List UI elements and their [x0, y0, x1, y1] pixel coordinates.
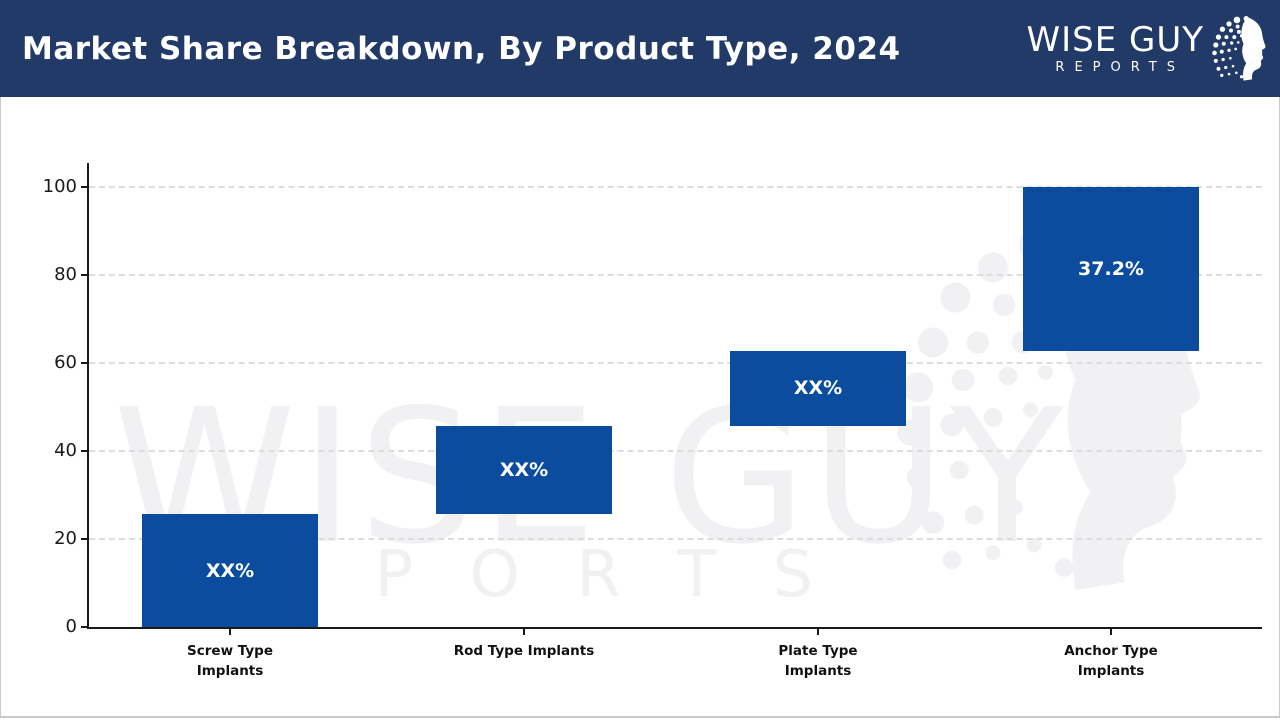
y-tick-100: [81, 186, 89, 189]
x-category-label: Plate Type Implants: [778, 643, 858, 680]
x-axis: [87, 627, 1262, 629]
bar-value-label: XX%: [499, 459, 549, 482]
y-tick-label-40: 40: [54, 440, 77, 462]
bar-0: XX%: [142, 514, 318, 627]
x-tick-0: [229, 629, 231, 635]
dot-face-icon: [1212, 15, 1266, 81]
y-tick-label-80: 80: [54, 264, 77, 286]
x-tick-3: [1110, 629, 1112, 635]
y-tick-20: [81, 538, 89, 541]
bar-2: XX%: [730, 350, 906, 426]
x-tick-1: [523, 629, 525, 635]
y-tick-0: [81, 626, 89, 628]
brand-name: WISE GUY: [1026, 20, 1204, 60]
bar-3: 37.2%: [1023, 187, 1199, 351]
x-category-label: Anchor Type Implants: [1064, 643, 1158, 680]
gridline-100: [89, 186, 1262, 189]
x-tick-2: [817, 629, 819, 635]
y-tick-label-20: 20: [54, 528, 77, 550]
brand-logo-text: WISE GUY REPORTS: [1026, 23, 1204, 74]
bar-value-label: XX%: [205, 559, 255, 582]
brand-logo: WISE GUY REPORTS: [1026, 9, 1266, 89]
brand-subtitle: REPORTS: [1055, 60, 1186, 75]
header-band: Market Share Breakdown, By Product Type,…: [0, 0, 1280, 97]
y-tick-60: [81, 362, 89, 365]
gridline-60: [89, 362, 1262, 365]
bar-value-label: 37.2%: [1078, 258, 1144, 281]
y-tick-40: [81, 450, 89, 453]
y-axis: [87, 163, 89, 629]
bar-value-label: XX%: [793, 377, 843, 400]
page-title: Market Share Breakdown, By Product Type,…: [22, 30, 901, 67]
y-tick-80: [81, 274, 89, 277]
y-tick-label-0: 0: [65, 616, 77, 637]
gridline-80: [89, 274, 1262, 277]
y-tick-label-100: 100: [42, 176, 77, 198]
x-category-label: Rod Type Implants: [453, 643, 595, 659]
x-category-label: Screw Type Implants: [187, 643, 273, 680]
gridline-40: [89, 450, 1262, 453]
y-tick-label-60: 60: [54, 352, 77, 374]
gridline-20: [89, 538, 1262, 541]
bar-1: XX%: [436, 425, 612, 515]
